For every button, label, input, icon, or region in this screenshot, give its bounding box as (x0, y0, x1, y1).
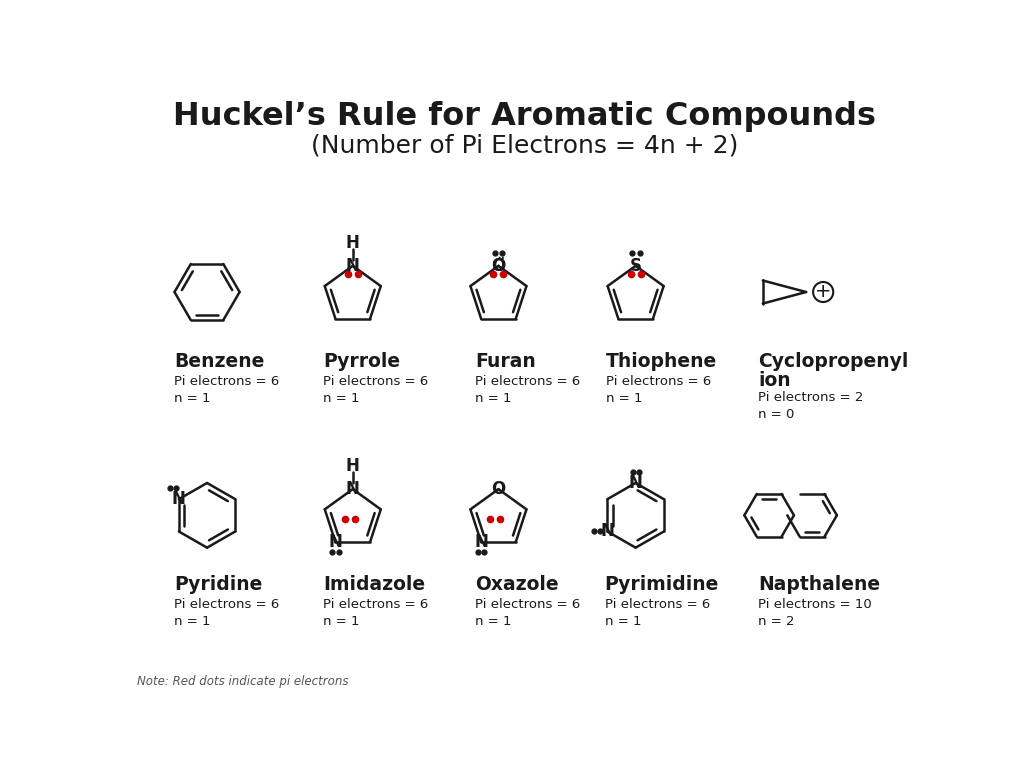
Text: Furan: Furan (475, 352, 536, 371)
Text: n = 1: n = 1 (324, 615, 359, 629)
Text: Pi electrons = 2: Pi electrons = 2 (758, 391, 863, 404)
Text: n = 1: n = 1 (604, 615, 641, 629)
Text: n = 1: n = 1 (606, 392, 643, 405)
Text: O: O (492, 480, 506, 498)
Text: N: N (474, 533, 488, 551)
Text: Oxazole: Oxazole (475, 576, 559, 594)
Text: n = 0: n = 0 (758, 408, 795, 421)
Text: n = 1: n = 1 (475, 615, 512, 629)
Text: +: + (815, 282, 831, 301)
Text: Napthalene: Napthalene (758, 576, 881, 594)
Text: N: N (329, 533, 342, 551)
Text: Pi electrons = 6: Pi electrons = 6 (475, 598, 581, 612)
Text: N: N (346, 480, 359, 498)
Text: H: H (346, 457, 359, 475)
Text: Pi electrons = 6: Pi electrons = 6 (604, 598, 710, 612)
Text: Cyclopropenyl: Cyclopropenyl (758, 352, 908, 371)
Text: n = 1: n = 1 (324, 392, 359, 405)
Text: Pi electrons = 6: Pi electrons = 6 (324, 598, 429, 612)
Text: Pyrrole: Pyrrole (324, 352, 400, 371)
Text: O: O (492, 257, 506, 275)
Text: Note: Red dots indicate pi electrons: Note: Red dots indicate pi electrons (137, 675, 349, 688)
Text: Ö: Ö (492, 257, 506, 275)
Text: Pyridine: Pyridine (174, 576, 263, 594)
Text: Benzene: Benzene (174, 352, 265, 371)
Text: Pi electrons = 6: Pi electrons = 6 (174, 598, 280, 612)
Text: n = 1: n = 1 (174, 392, 211, 405)
Text: N: N (629, 474, 643, 492)
Text: Pi electrons = 6: Pi electrons = 6 (174, 375, 280, 388)
Text: ion: ion (758, 371, 791, 391)
Text: N: N (346, 257, 359, 275)
Text: N: N (172, 490, 185, 508)
Text: Imidazole: Imidazole (324, 576, 425, 594)
Text: N: N (600, 523, 614, 541)
Text: Thiophene: Thiophene (606, 352, 718, 371)
Text: n = 1: n = 1 (174, 615, 211, 629)
Text: (Number of Pi Electrons = 4n + 2): (Number of Pi Electrons = 4n + 2) (311, 133, 738, 157)
Text: S: S (630, 257, 642, 275)
Text: Huckel’s Rule for Aromatic Compounds: Huckel’s Rule for Aromatic Compounds (173, 101, 877, 132)
Text: n = 2: n = 2 (758, 615, 795, 629)
Text: H: H (346, 233, 359, 252)
Text: Pyrimidine: Pyrimidine (604, 576, 719, 594)
Text: Pi electrons = 6: Pi electrons = 6 (324, 375, 429, 388)
Text: n = 1: n = 1 (475, 392, 512, 405)
Text: Pi electrons = 6: Pi electrons = 6 (475, 375, 581, 388)
Text: Pi electrons = 6: Pi electrons = 6 (606, 375, 712, 388)
Text: Pi electrons = 10: Pi electrons = 10 (758, 598, 871, 612)
